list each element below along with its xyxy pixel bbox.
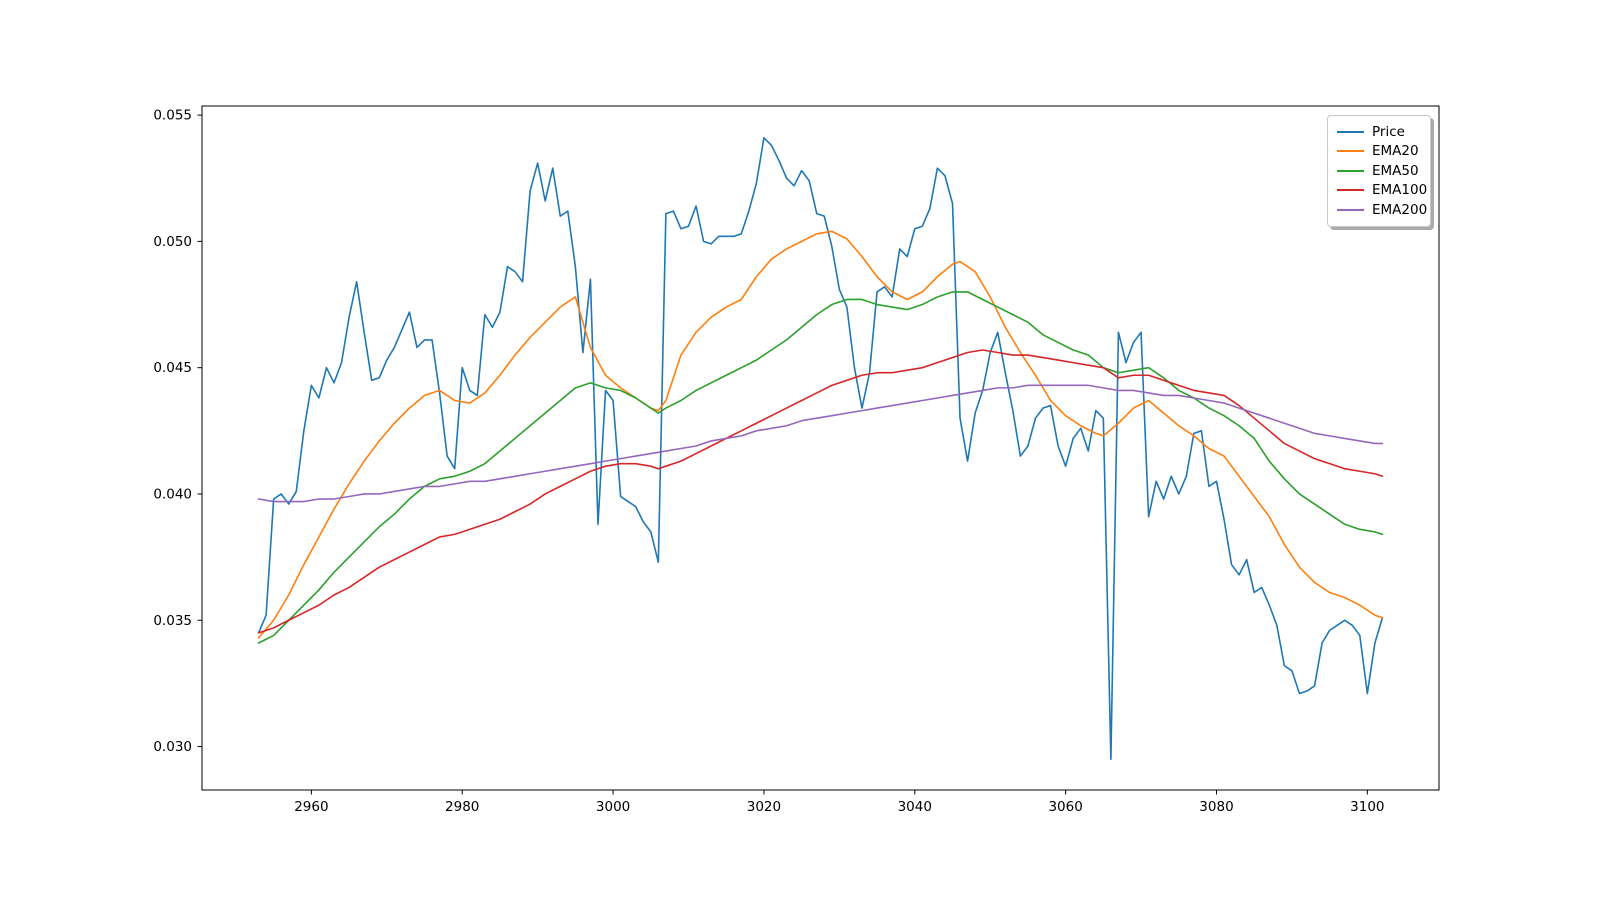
legend-label-ema50: EMA50 (1372, 162, 1419, 179)
price-line (257, 137, 1384, 760)
x-tick-label-3040: 3040 (898, 799, 932, 815)
x-tick-label-2960: 2960 (294, 799, 328, 815)
legend-item-ema50: EMA50 (1337, 161, 1422, 181)
legend-item-ema20: EMA20 (1337, 142, 1422, 162)
price-line-swatch (1337, 130, 1364, 133)
x-tick-label-3060: 3060 (1048, 799, 1082, 815)
x-tick-label-3080: 3080 (1199, 799, 1233, 815)
legend-item-price: Price (1337, 122, 1422, 142)
x-tick-label-2980: 2980 (445, 799, 479, 815)
y-tick-label-0.040: 0.040 (153, 486, 192, 502)
x-tick-label-3000: 3000 (596, 799, 630, 815)
legend: Price EMA20 EMA50 EMA100 EMA200 (1327, 115, 1431, 227)
x-tick-label-3100: 3100 (1350, 799, 1384, 815)
plot-border (201, 105, 1440, 791)
ema200-line (257, 384, 1384, 503)
legend-item-ema200: EMA200 (1337, 200, 1427, 220)
y-tick-label-0.050: 0.050 (153, 234, 192, 250)
legend-item-ema100: EMA100 (1337, 181, 1427, 201)
y-tick-label-0.030: 0.030 (153, 739, 192, 755)
y-tick-label-0.055: 0.055 (153, 108, 192, 124)
ema100-line (257, 349, 1384, 634)
y-tick-label-0.045: 0.045 (153, 360, 192, 376)
ema50-line-swatch (1337, 169, 1364, 172)
ema50-line (257, 291, 1384, 644)
ema100-line-swatch (1337, 189, 1364, 192)
ema20-line (257, 230, 1384, 639)
legend-label-ema100: EMA100 (1372, 182, 1428, 199)
ema20-line-swatch (1337, 150, 1364, 153)
legend-label-price: Price (1372, 123, 1405, 140)
y-tick-label-0.035: 0.035 (153, 613, 192, 629)
x-tick-label-3020: 3020 (747, 799, 781, 815)
legend-label-ema20: EMA20 (1372, 143, 1419, 160)
ema200-line-swatch (1337, 208, 1364, 211)
legend-label-ema200: EMA200 (1372, 201, 1428, 218)
